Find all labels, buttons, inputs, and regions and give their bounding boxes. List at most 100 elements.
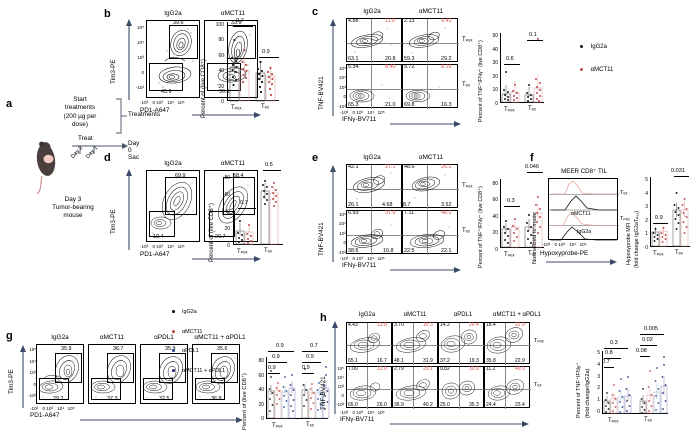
panel-h-label: h bbox=[320, 312, 327, 324]
panel-f-hist-title: MEER CD8⁺ TIL bbox=[561, 168, 607, 175]
panel-f-chart-ytick-2: 2 bbox=[645, 217, 648, 224]
panel-b-pvalue-pex: 0.7 bbox=[236, 18, 244, 24]
contour-density bbox=[395, 379, 430, 401]
panel-h-xcat-ex: Tₑₓ bbox=[644, 417, 652, 423]
panel-c-xcat-ex: Tₑₓ bbox=[528, 106, 536, 112]
panel-h-flowplot-ex-1[interactable]: 2.79 20.1 36.9 40.2 bbox=[392, 366, 439, 409]
panel-e-row-label-pex: Tₚₑₓ bbox=[462, 183, 473, 189]
panel-e-ytick-4: -10³ bbox=[337, 249, 346, 255]
panel-g-pvalue-ex-2: 0.9 bbox=[302, 365, 310, 371]
contour-density bbox=[487, 379, 524, 401]
panel-d-xtick-2: 10⁴ bbox=[167, 244, 175, 249]
panel-b-chart-yaxis bbox=[227, 22, 228, 101]
panel-h-ex2-ll: 25.0 bbox=[440, 402, 450, 408]
panel-h-sigbar-ex-2 bbox=[640, 345, 657, 346]
panel-e-ytick-3: 0 bbox=[343, 240, 346, 246]
contour-density bbox=[486, 327, 523, 354]
panel-b-sigbar-ex bbox=[259, 57, 279, 58]
panel-c-xtick-2: 10⁴ bbox=[367, 110, 375, 115]
panel-b-ytick-4: -10³ bbox=[135, 85, 144, 90]
panel-b-xtick-1: 0 10³ bbox=[152, 100, 163, 105]
panel-h-ex3-lr: 23.4 bbox=[515, 402, 525, 408]
panel-h-sigbar-pex-1 bbox=[604, 367, 614, 368]
panel-c-sigbar-pex bbox=[504, 64, 520, 65]
panel-g-chart-yaxis bbox=[266, 357, 267, 419]
panel-c-chart-ytick-50: 50 bbox=[492, 33, 498, 39]
panel-h-flowplot-pex-0[interactable]: 4.43 13.8 65.1 16.7 bbox=[346, 322, 393, 365]
panel-h-flowplot-pex-2[interactable]: 14.2 29.4 37.2 19.3 bbox=[438, 322, 485, 365]
panel-h-x-axis-label: IFNγ-BV711 bbox=[340, 416, 375, 423]
panel-d-y-axis-arrow bbox=[126, 169, 132, 250]
panel-c-sigbar-ex bbox=[527, 40, 543, 41]
panel-e-chart-ytick-20: 20 bbox=[492, 230, 498, 237]
panel-h-pex2-lr: 19.3 bbox=[469, 358, 479, 364]
panel-e-pex-igg2a-ll: 26.1 bbox=[348, 202, 359, 208]
panel-e-ex-amct11-ul: 7.11 bbox=[404, 210, 415, 216]
contour-density bbox=[405, 86, 440, 102]
panel-e-pex-amct11-ul: 48.6 bbox=[404, 164, 415, 170]
panel-g-x-axis-arrow bbox=[80, 417, 243, 423]
panel-g-flowplot-1[interactable]: 36.7 37.3 bbox=[88, 344, 136, 404]
panel-h-pex2-ur: 29.4 bbox=[469, 322, 479, 328]
panel-h-flowplot-pex-3[interactable]: 18.4 22.9 35.8 22.9 bbox=[484, 322, 531, 365]
panel-e-pvalue-pex: 0.3 bbox=[507, 198, 515, 204]
panel-a-schematic: Start treatments (200 µg per dose) Treat… bbox=[22, 96, 160, 219]
panel-f-histogram: MEER CD8⁺ TIL Normalized to mode αMCT11 … bbox=[532, 168, 630, 278]
panel-h-ex0-lr: 26.0 bbox=[377, 402, 387, 408]
panel-h-flowplot-ex-0[interactable]: 7.00 12.0 65.0 26.0 bbox=[346, 366, 393, 409]
legend-label: αMCT11 bbox=[590, 66, 614, 73]
panel-c-flowplot-pex-amct11[interactable]: 2.13 9.42 59.3 29.2 bbox=[402, 18, 459, 63]
panel-h-flowplot-pex-1[interactable]: 3.70 16.3 48.1 31.9 bbox=[392, 322, 439, 365]
panel-c-label: c bbox=[312, 6, 319, 18]
panel-b-flowplot-igg2a[interactable]: 39.6 45.9 bbox=[146, 20, 200, 98]
panel-d-y-axis-label: Tim3-PE bbox=[110, 209, 117, 234]
panel-g-flowplot-0[interactable]: 35.9 29.2 bbox=[36, 344, 84, 404]
legend-dot-icon bbox=[172, 329, 175, 333]
panel-d-flowplot-igg2a[interactable]: 69.9 19.4 bbox=[146, 170, 200, 242]
panel-e-flowplot-ex-amct11[interactable]: 7.11 48.2 22.5 22.1 bbox=[402, 210, 459, 255]
panel-e-chart-ytick-0: 0 bbox=[495, 246, 498, 253]
panel-f-chart-ytick-3: 3 bbox=[645, 204, 648, 211]
panel-c-flowplot-pex-igg2a[interactable]: 4.88 11.0 63.1 20.8 bbox=[346, 18, 403, 63]
panel-g-x-axis-label: PD1-A647 bbox=[30, 412, 60, 419]
legend-label: IgG2a bbox=[182, 308, 197, 315]
panel-d-chart-ytick-20: 20 bbox=[224, 226, 230, 232]
panel-h-pex1-lr: 31.9 bbox=[423, 358, 433, 364]
panel-h-xtick-3: 10⁵ bbox=[377, 410, 385, 415]
panel-g-chart-ytick-60: 60 bbox=[258, 372, 264, 379]
panel-h-chart: Percent of TNF⁺IFNγ⁺ (fold change/IgG2a)… bbox=[572, 322, 690, 442]
panel-g-flowplot-3[interactable]: 35.6 36.8 bbox=[192, 344, 240, 404]
panel-d-flowplot-amct11[interactable]: 58.4 20.7 bbox=[204, 170, 258, 242]
panel-e-xtick-0: -10³ bbox=[340, 256, 349, 261]
panel-d-x-axis-arrow bbox=[192, 256, 261, 262]
panel-f-xcat-ex: Tₑₓ bbox=[675, 250, 683, 256]
panel-h-ex1-ur: 20.1 bbox=[423, 366, 433, 372]
panel-g-flowplot-2[interactable]: 35.9 32.5 bbox=[140, 344, 188, 404]
panel-e-chart: Percent of TNF⁺IFNγ⁺ (live CD8⁺) 80 60 4… bbox=[474, 158, 570, 278]
panel-h-pvalue-pex-0: 0.7 bbox=[602, 359, 610, 365]
panel-b-pvalue-ex: 0.9 bbox=[262, 49, 270, 55]
panel-e-flowplot-pex-amct11[interactable]: 48.6 26.2 78.7 3.52 bbox=[400, 164, 459, 209]
panel-b: IgG2a αMCT11 Tim3-PE 10⁵ 10⁴ 10³ 0 -10³ bbox=[110, 8, 298, 138]
panel-h-ytick-0: 10⁵ bbox=[337, 366, 344, 371]
panel-h-xtick-1: 0 10³ bbox=[352, 410, 363, 415]
panel-c-xtick-3: 10⁵ bbox=[377, 110, 385, 115]
panel-h-flowplot-ex-2[interactable]: 9.82 30.9 25.0 35.3 bbox=[438, 366, 485, 409]
panel-c-flowplot-ex-amct11[interactable]: 5.72 8.15 69.8 16.3 bbox=[402, 64, 459, 109]
panel-h-chart-ytick-4: 4 bbox=[597, 361, 600, 368]
panel-c-ytick-0: 10⁵ bbox=[338, 66, 346, 71]
panel-c-flowplot-ex-igg2a[interactable]: 5.34 8.40 65.3 21.0 bbox=[346, 64, 403, 109]
panel-h-pvalue-ex-2: 0.005 bbox=[644, 326, 658, 332]
panel-h-ex1-ul: 2.79 bbox=[394, 366, 404, 372]
panel-h-chart-plot bbox=[603, 356, 668, 414]
panel-f-hist-plot[interactable]: αMCT11 IgG2a bbox=[548, 178, 619, 241]
panel-h-flowplot-ex-3[interactable]: 11.2 40.9 24.4 23.4 bbox=[484, 366, 531, 409]
panel-h-ex1-ll: 36.9 bbox=[394, 402, 404, 408]
panel-f-chart: Hypoxyprobe MFI (fold change IgG2aTₚₑₓ) … bbox=[620, 160, 693, 278]
panel-e-flowplot-ex-igg2a[interactable]: 6.93 37.6 38.6 16.8 bbox=[346, 210, 403, 255]
panel-h-pvalue-ex-1: 0.02 bbox=[642, 337, 653, 343]
panel-f-xtick-3: 10⁵ bbox=[579, 242, 587, 247]
panel-a-mouse-line3: mouse bbox=[63, 212, 83, 220]
panel-e-flowplot-pex-igg2a[interactable]: 42.1 27.1 26.1 4.68 bbox=[346, 164, 403, 209]
legend-label: αMCT11 bbox=[182, 328, 203, 335]
